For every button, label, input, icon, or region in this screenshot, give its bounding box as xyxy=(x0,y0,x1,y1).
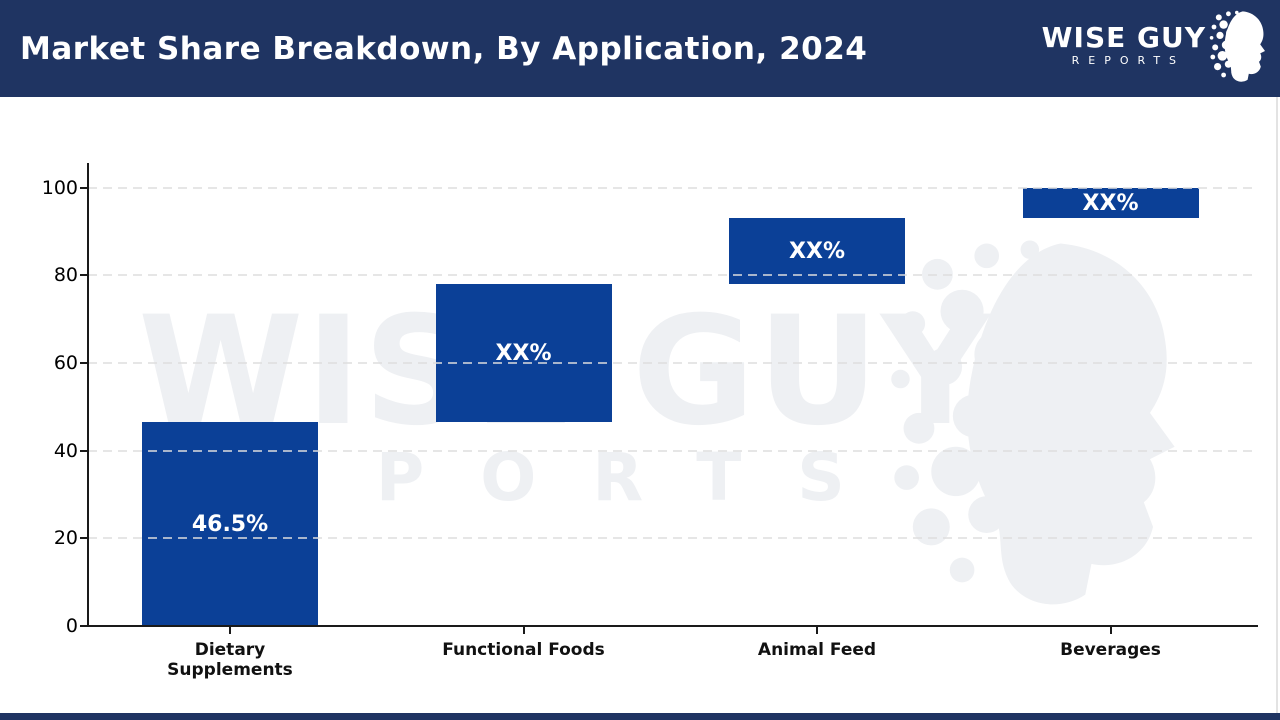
logo-reports-label: REPORTS xyxy=(1071,54,1186,67)
bar-dietary-supplements xyxy=(142,422,318,626)
x-tick-mark-2 xyxy=(522,627,525,634)
y-tick-mark-40 xyxy=(80,449,87,452)
y-tick-mark-60 xyxy=(80,361,87,364)
chart-title: Market Share Breakdown, By Application, … xyxy=(20,30,868,67)
x-category-label: Dietary Supplements xyxy=(167,640,293,680)
logo-text: WISE GUY REPORTS xyxy=(1041,21,1206,67)
y-tick-mark-80 xyxy=(80,274,87,277)
x-tick-mark-4 xyxy=(1109,627,1112,634)
bar-beverages xyxy=(1022,187,1199,219)
y-tick-mark-20 xyxy=(80,537,87,540)
bar-functional-foods xyxy=(435,283,612,423)
x-category-label: Functional Foods xyxy=(442,640,605,660)
x-tick-mark-1 xyxy=(229,627,231,634)
x-axis-line xyxy=(85,625,1258,627)
logo-wiseguy-label: WISE GUY xyxy=(1041,21,1206,54)
y-axis-spine xyxy=(87,163,89,627)
bar-value-label: 46.5% xyxy=(191,512,269,538)
gridline-y20 xyxy=(88,537,1258,540)
gridline-y60 xyxy=(88,361,1258,364)
bar-value-label: XX% xyxy=(789,239,845,265)
y-tick-label-40: 40 xyxy=(53,439,78,462)
bar-value-label: XX% xyxy=(1082,190,1139,216)
x-tick-mark-3 xyxy=(816,627,818,634)
y-tick-label-100: 100 xyxy=(41,176,78,199)
y-tick-label-80: 80 xyxy=(53,264,78,287)
bar-animal-feed xyxy=(729,218,905,284)
y-tick-label-60: 60 xyxy=(53,351,78,374)
footer-accent-strip xyxy=(0,713,1280,720)
header-banner: Market Share Breakdown, By Application, … xyxy=(0,0,1280,97)
wise-guy-reports-logo: WISE GUY REPORTS xyxy=(1042,8,1268,82)
x-category-label: Beverages xyxy=(1060,640,1161,660)
y-tick-label-20: 20 xyxy=(53,527,78,550)
logo-head-icon xyxy=(1209,10,1265,82)
right-edge-border xyxy=(1276,97,1278,713)
gridline-y40 xyxy=(88,449,1258,452)
y-tick-mark-100 xyxy=(80,186,87,189)
x-category-label: Animal Feed xyxy=(757,640,877,660)
gridline-y100 xyxy=(88,186,1258,189)
y-tick-mark-0 xyxy=(80,625,87,627)
gridline-y80 xyxy=(88,274,1258,277)
bar-value-label: XX% xyxy=(495,341,552,367)
y-tick-label-0: 0 xyxy=(65,615,78,637)
